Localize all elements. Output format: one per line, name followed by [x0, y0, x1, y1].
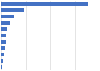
Bar: [1, 40, 6, 44]
Bar: [1, 8, 24, 12]
Bar: [1, 65, 2, 69]
Bar: [1, 15, 14, 18]
Bar: [1, 21, 10, 25]
Bar: [1, 59, 3, 63]
Bar: [1, 34, 6, 37]
Bar: [1, 53, 4, 56]
Bar: [1, 27, 7, 31]
Bar: [1, 2, 88, 6]
Bar: [1, 46, 5, 50]
